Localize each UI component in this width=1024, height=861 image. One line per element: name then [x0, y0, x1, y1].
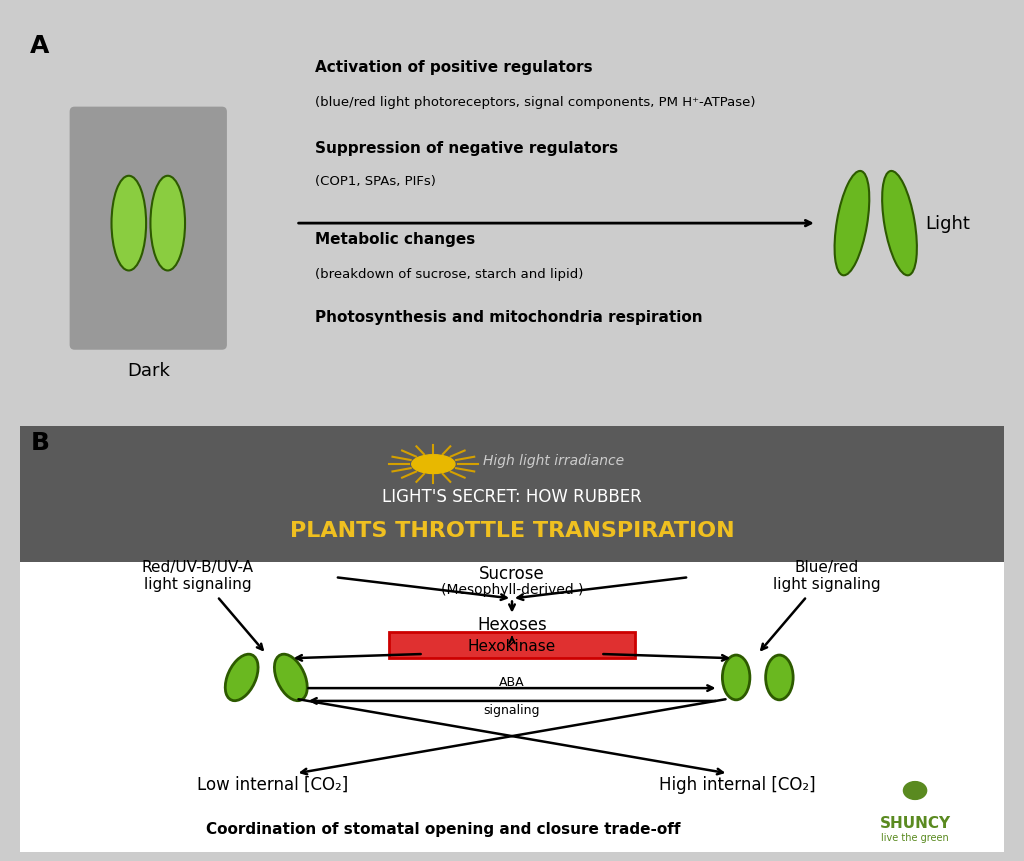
Text: B: B	[31, 430, 49, 455]
Text: Hexokinase: Hexokinase	[468, 638, 556, 653]
Ellipse shape	[225, 654, 258, 701]
Ellipse shape	[722, 655, 750, 700]
Text: (blue/red light photoreceptors, signal components, PM H⁺-ATPase): (blue/red light photoreceptors, signal c…	[315, 96, 756, 109]
Text: Low internal [CO₂]: Low internal [CO₂]	[198, 775, 349, 793]
Ellipse shape	[882, 171, 916, 276]
Text: PLANTS THROTTLE TRANSPIRATION: PLANTS THROTTLE TRANSPIRATION	[290, 521, 734, 541]
Text: Hexoses: Hexoses	[477, 616, 547, 634]
Ellipse shape	[903, 781, 928, 800]
Text: Red/UV-B/UV-A
light signaling: Red/UV-B/UV-A light signaling	[141, 559, 253, 592]
Text: (breakdown of sucrose, starch and lipid): (breakdown of sucrose, starch and lipid)	[315, 268, 584, 281]
Text: ABA: ABA	[499, 675, 525, 688]
Text: (COP1, SPAs, PIFs): (COP1, SPAs, PIFs)	[315, 175, 436, 188]
Text: signaling: signaling	[483, 703, 541, 716]
Ellipse shape	[151, 177, 185, 271]
FancyBboxPatch shape	[20, 561, 1004, 852]
Text: (Mesophyll-derived ): (Mesophyll-derived )	[440, 582, 584, 596]
Text: Activation of positive regulators: Activation of positive regulators	[315, 59, 593, 75]
Text: Suppression of negative regulators: Suppression of negative regulators	[315, 140, 618, 156]
Text: A: A	[31, 34, 50, 58]
Text: Metabolic changes: Metabolic changes	[315, 232, 475, 246]
Text: Sucrose: Sucrose	[479, 564, 545, 582]
FancyBboxPatch shape	[70, 108, 227, 350]
Text: Photosynthesis and mitochondria respiration: Photosynthesis and mitochondria respirat…	[315, 309, 703, 325]
Text: High light irradiance: High light irradiance	[482, 453, 624, 468]
Text: Light: Light	[925, 215, 970, 232]
Text: Dark: Dark	[127, 362, 170, 380]
Text: LIGHT'S SECRET: HOW RUBBER: LIGHT'S SECRET: HOW RUBBER	[382, 487, 642, 505]
Text: High internal [CO₂]: High internal [CO₂]	[659, 775, 816, 793]
Text: live the green: live the green	[882, 833, 949, 842]
FancyBboxPatch shape	[20, 426, 1004, 562]
Text: Coordination of stomatal opening and closure trade-off: Coordination of stomatal opening and clo…	[206, 821, 680, 836]
Ellipse shape	[274, 654, 307, 701]
FancyBboxPatch shape	[389, 632, 635, 659]
Text: Blue/red
light signaling: Blue/red light signaling	[773, 559, 881, 592]
Ellipse shape	[112, 177, 146, 271]
Ellipse shape	[766, 655, 794, 700]
Circle shape	[412, 455, 455, 474]
Ellipse shape	[835, 171, 869, 276]
Text: SHUNCY: SHUNCY	[880, 815, 950, 830]
